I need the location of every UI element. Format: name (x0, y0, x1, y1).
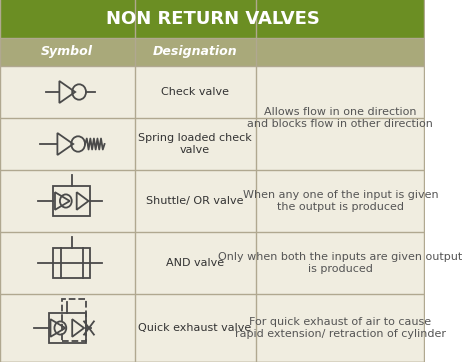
FancyBboxPatch shape (0, 118, 425, 170)
FancyBboxPatch shape (0, 170, 425, 232)
FancyBboxPatch shape (0, 66, 425, 118)
FancyBboxPatch shape (0, 232, 425, 294)
Text: Designation: Designation (153, 46, 237, 59)
FancyBboxPatch shape (0, 0, 425, 38)
Text: AND valve: AND valve (166, 258, 224, 268)
Text: Only when both the inputs are given output
is produced: Only when both the inputs are given outp… (218, 252, 463, 274)
FancyBboxPatch shape (0, 294, 425, 362)
Text: Check valve: Check valve (161, 87, 229, 97)
Bar (53, 248, 91, 278)
Text: Allows flow in one direction
and blocks flow in other direction: Allows flow in one direction and blocks … (247, 107, 433, 129)
Text: Quick exhaust valve: Quick exhaust valve (138, 323, 252, 333)
FancyBboxPatch shape (0, 38, 425, 66)
Bar (48, 313, 86, 344)
Text: Symbol: Symbol (41, 46, 93, 59)
Text: Spring loaded check
valve: Spring loaded check valve (138, 133, 252, 155)
Text: When any one of the input is given
the output is produced: When any one of the input is given the o… (243, 190, 438, 212)
Text: NON RETURN VALVES: NON RETURN VALVES (106, 10, 319, 28)
Bar (63, 299, 86, 341)
Bar (53, 186, 91, 216)
Text: For quick exhaust of air to cause
rapid extension/ retraction of cylinder: For quick exhaust of air to cause rapid … (235, 317, 446, 339)
Text: Shuttle/ OR valve: Shuttle/ OR valve (146, 196, 244, 206)
